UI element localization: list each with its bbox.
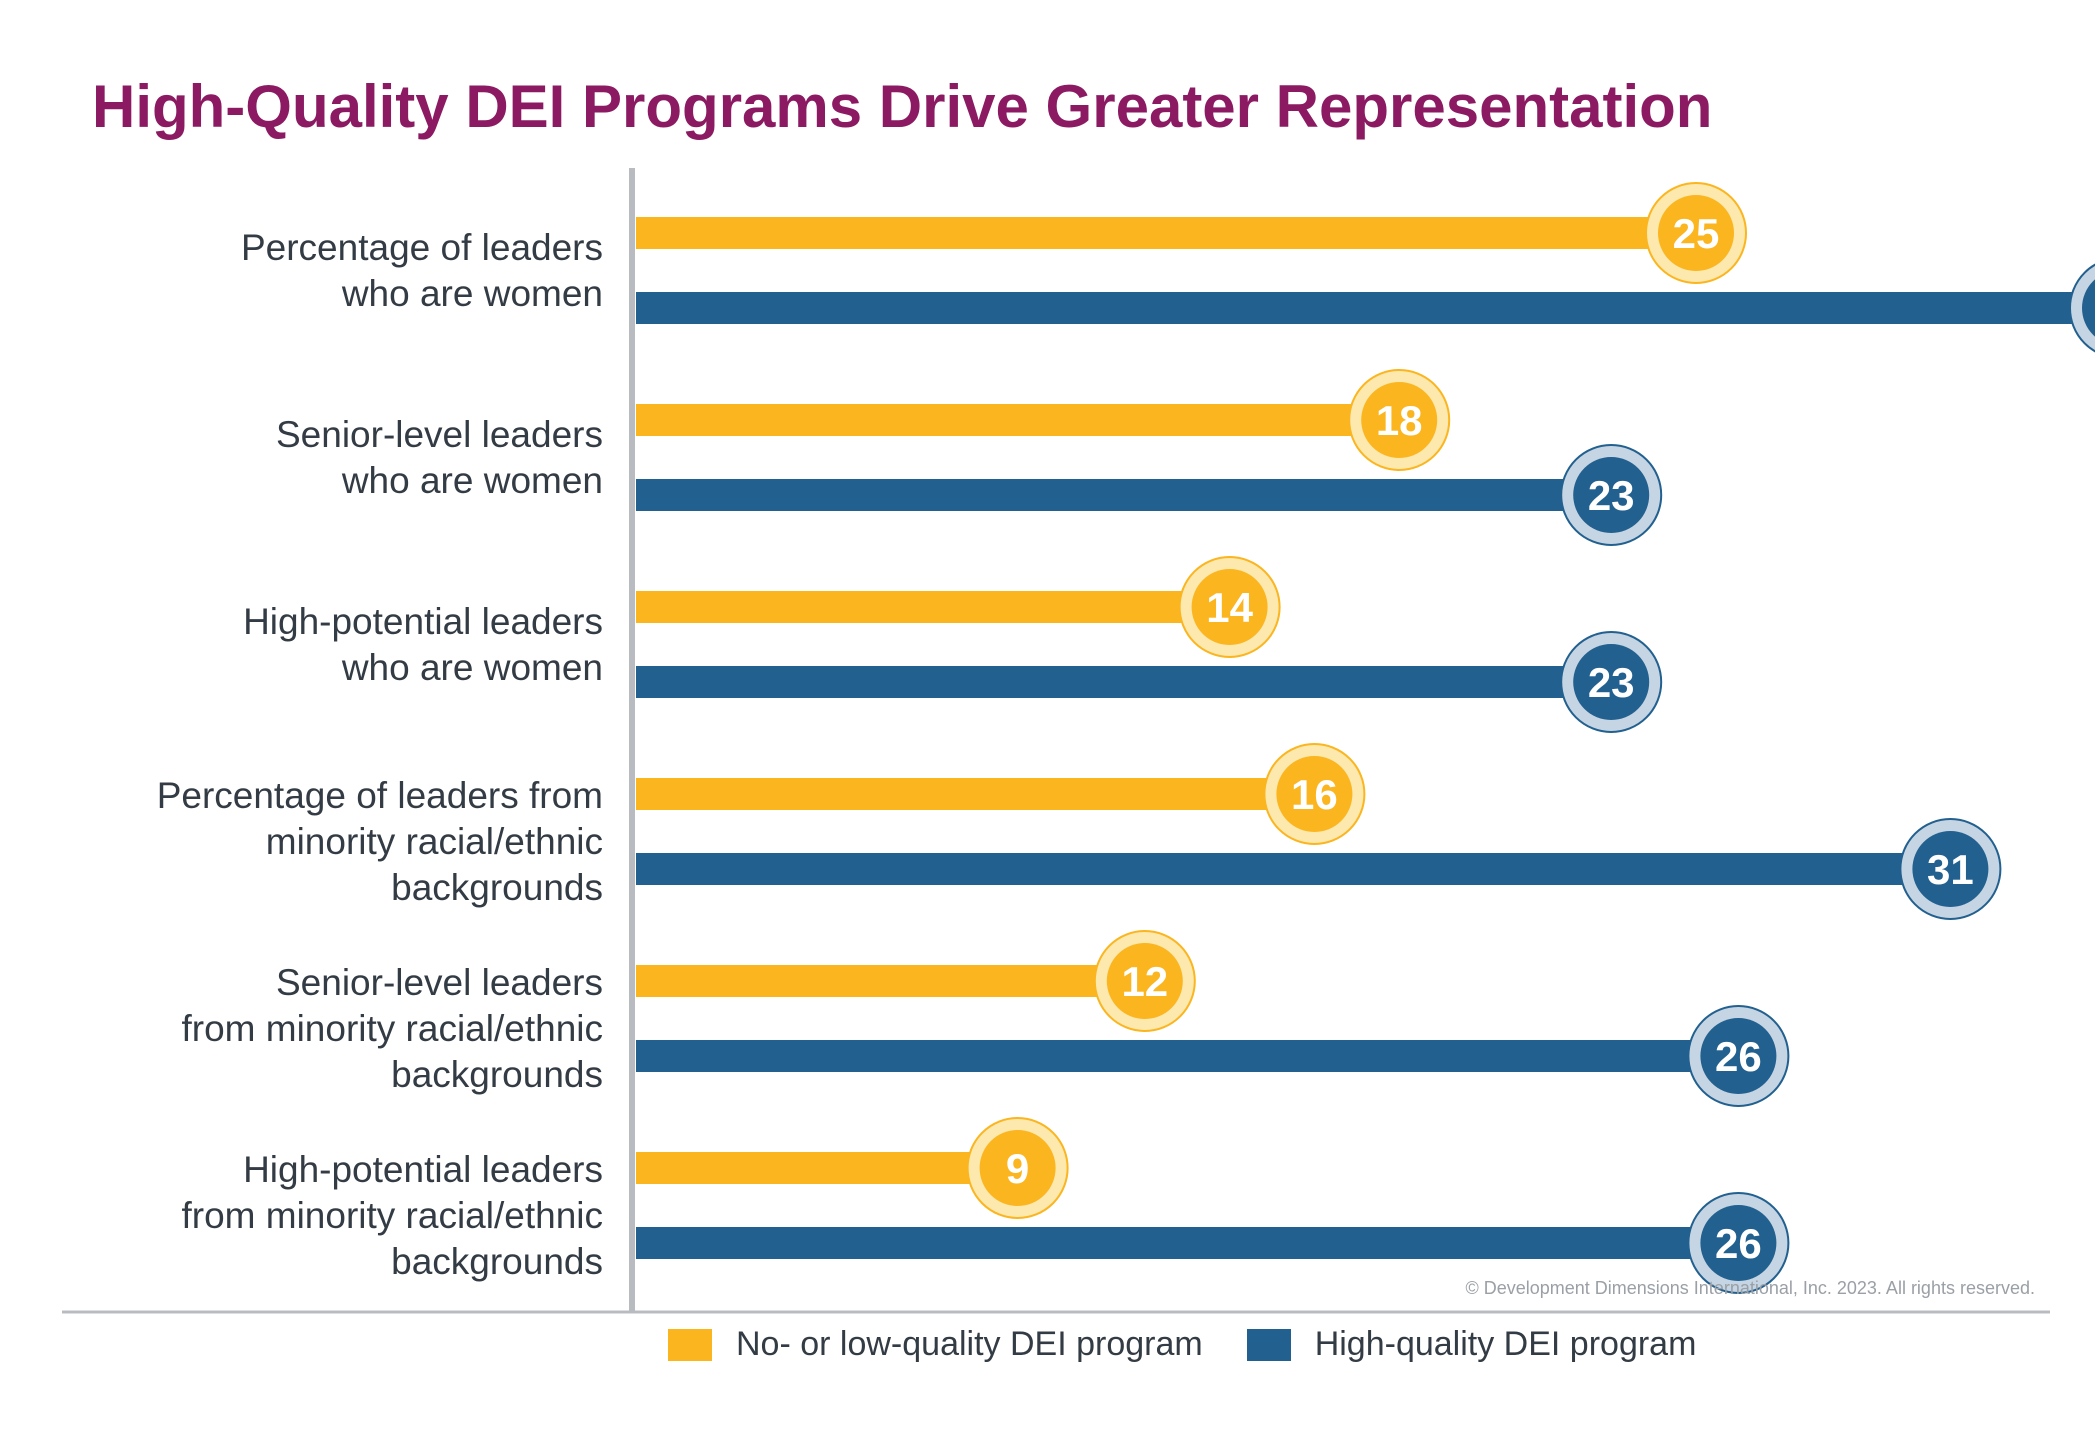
value-badge (979, 1130, 1056, 1206)
value-badge (1700, 1018, 1777, 1094)
category-label-line: backgrounds (391, 866, 603, 908)
category-label: Senior-level leaders who are women (3, 412, 603, 504)
value-badge (1573, 644, 1650, 720)
copyright-notice: © Development Dimensions International, … (1465, 1278, 2035, 1298)
value-badge (1276, 756, 1353, 832)
value-badge (1361, 382, 1438, 458)
bar-high-quality (636, 292, 2095, 324)
data-label: 14 (1206, 584, 1253, 631)
data-label: 9 (1006, 1145, 1029, 1192)
data-label: 31 (1927, 846, 1974, 893)
category-label-line: from minority racial/ethnic (181, 1007, 603, 1049)
legend-swatch-low-quality (668, 1328, 712, 1361)
value-badge (1573, 457, 1650, 533)
bar-low-quality (636, 404, 1400, 436)
category-label-line: High-potential leaders (243, 600, 603, 642)
category-label-line: who are women (341, 459, 603, 501)
category-label-line: Percentage of leaders from (156, 774, 603, 816)
category-label-line: from minority racial/ethnic (181, 1194, 603, 1236)
bar-low-quality (636, 1152, 1018, 1184)
category-label-line: Senior-level leaders (275, 413, 603, 455)
value-badge (1912, 831, 1989, 907)
bar-high-quality (636, 1040, 1739, 1072)
bar-high-quality (636, 1227, 1739, 1259)
category-label-line: backgrounds (391, 1053, 603, 1095)
bar-low-quality (636, 217, 1696, 249)
data-label: 18 (1376, 397, 1423, 444)
category-label-line: who are women (341, 646, 603, 688)
bar-high-quality (636, 479, 1612, 511)
value-badge (1191, 569, 1268, 645)
value-badge (1106, 943, 1183, 1019)
data-label: 16 (1291, 771, 1338, 818)
category-label-line: Percentage of leaders (240, 226, 603, 268)
legend-label-low-quality: No- or low-quality DEI program (736, 1325, 1203, 1363)
chart-title: High-Quality DEI Programs Drive Greater … (92, 73, 1713, 140)
category-label-line: who are women (341, 272, 603, 314)
legend-item-high-quality: High-quality DEI program (1246, 1325, 1697, 1364)
bar-low-quality (636, 591, 1230, 623)
value-badge (1658, 195, 1734, 271)
legend-swatch-high-quality (1246, 1328, 1291, 1361)
data-label: 23 (1588, 659, 1635, 706)
legend: No- or low-quality DEI program High-qual… (668, 1325, 1740, 1364)
legend-item-low-quality: No- or low-quality DEI program (668, 1325, 1203, 1364)
legend-label-high-quality: High-quality DEI program (1314, 1325, 1697, 1363)
category-label: Percentage of leaders from minority racia… (3, 773, 603, 911)
category-label: High-potential leaders from minority raci… (3, 1147, 603, 1285)
data-label: 25 (1673, 210, 1720, 257)
data-label: 26 (1715, 1033, 1762, 1080)
bar-low-quality (636, 965, 1145, 997)
category-label-line: minority racial/ethnic (265, 820, 603, 862)
category-label-line: backgrounds (391, 1240, 603, 1282)
data-label: 23 (1588, 472, 1635, 519)
category-label-line: Senior-level leaders (275, 961, 603, 1003)
bar-high-quality (636, 853, 1951, 885)
value-badge (1700, 1205, 1777, 1281)
bar-high-quality (636, 666, 1612, 698)
category-label-line: High-potential leaders (243, 1148, 603, 1190)
value-badge (2082, 279, 2095, 337)
category-label: Percentage of leaders who are women (3, 225, 603, 317)
data-label: 26 (1715, 1220, 1762, 1267)
bar-low-quality (636, 778, 1315, 810)
category-label: High-potential leaders who are women (3, 599, 603, 691)
data-label: 12 (1121, 958, 1168, 1005)
category-label: Senior-level leaders from minority racial… (3, 960, 603, 1098)
